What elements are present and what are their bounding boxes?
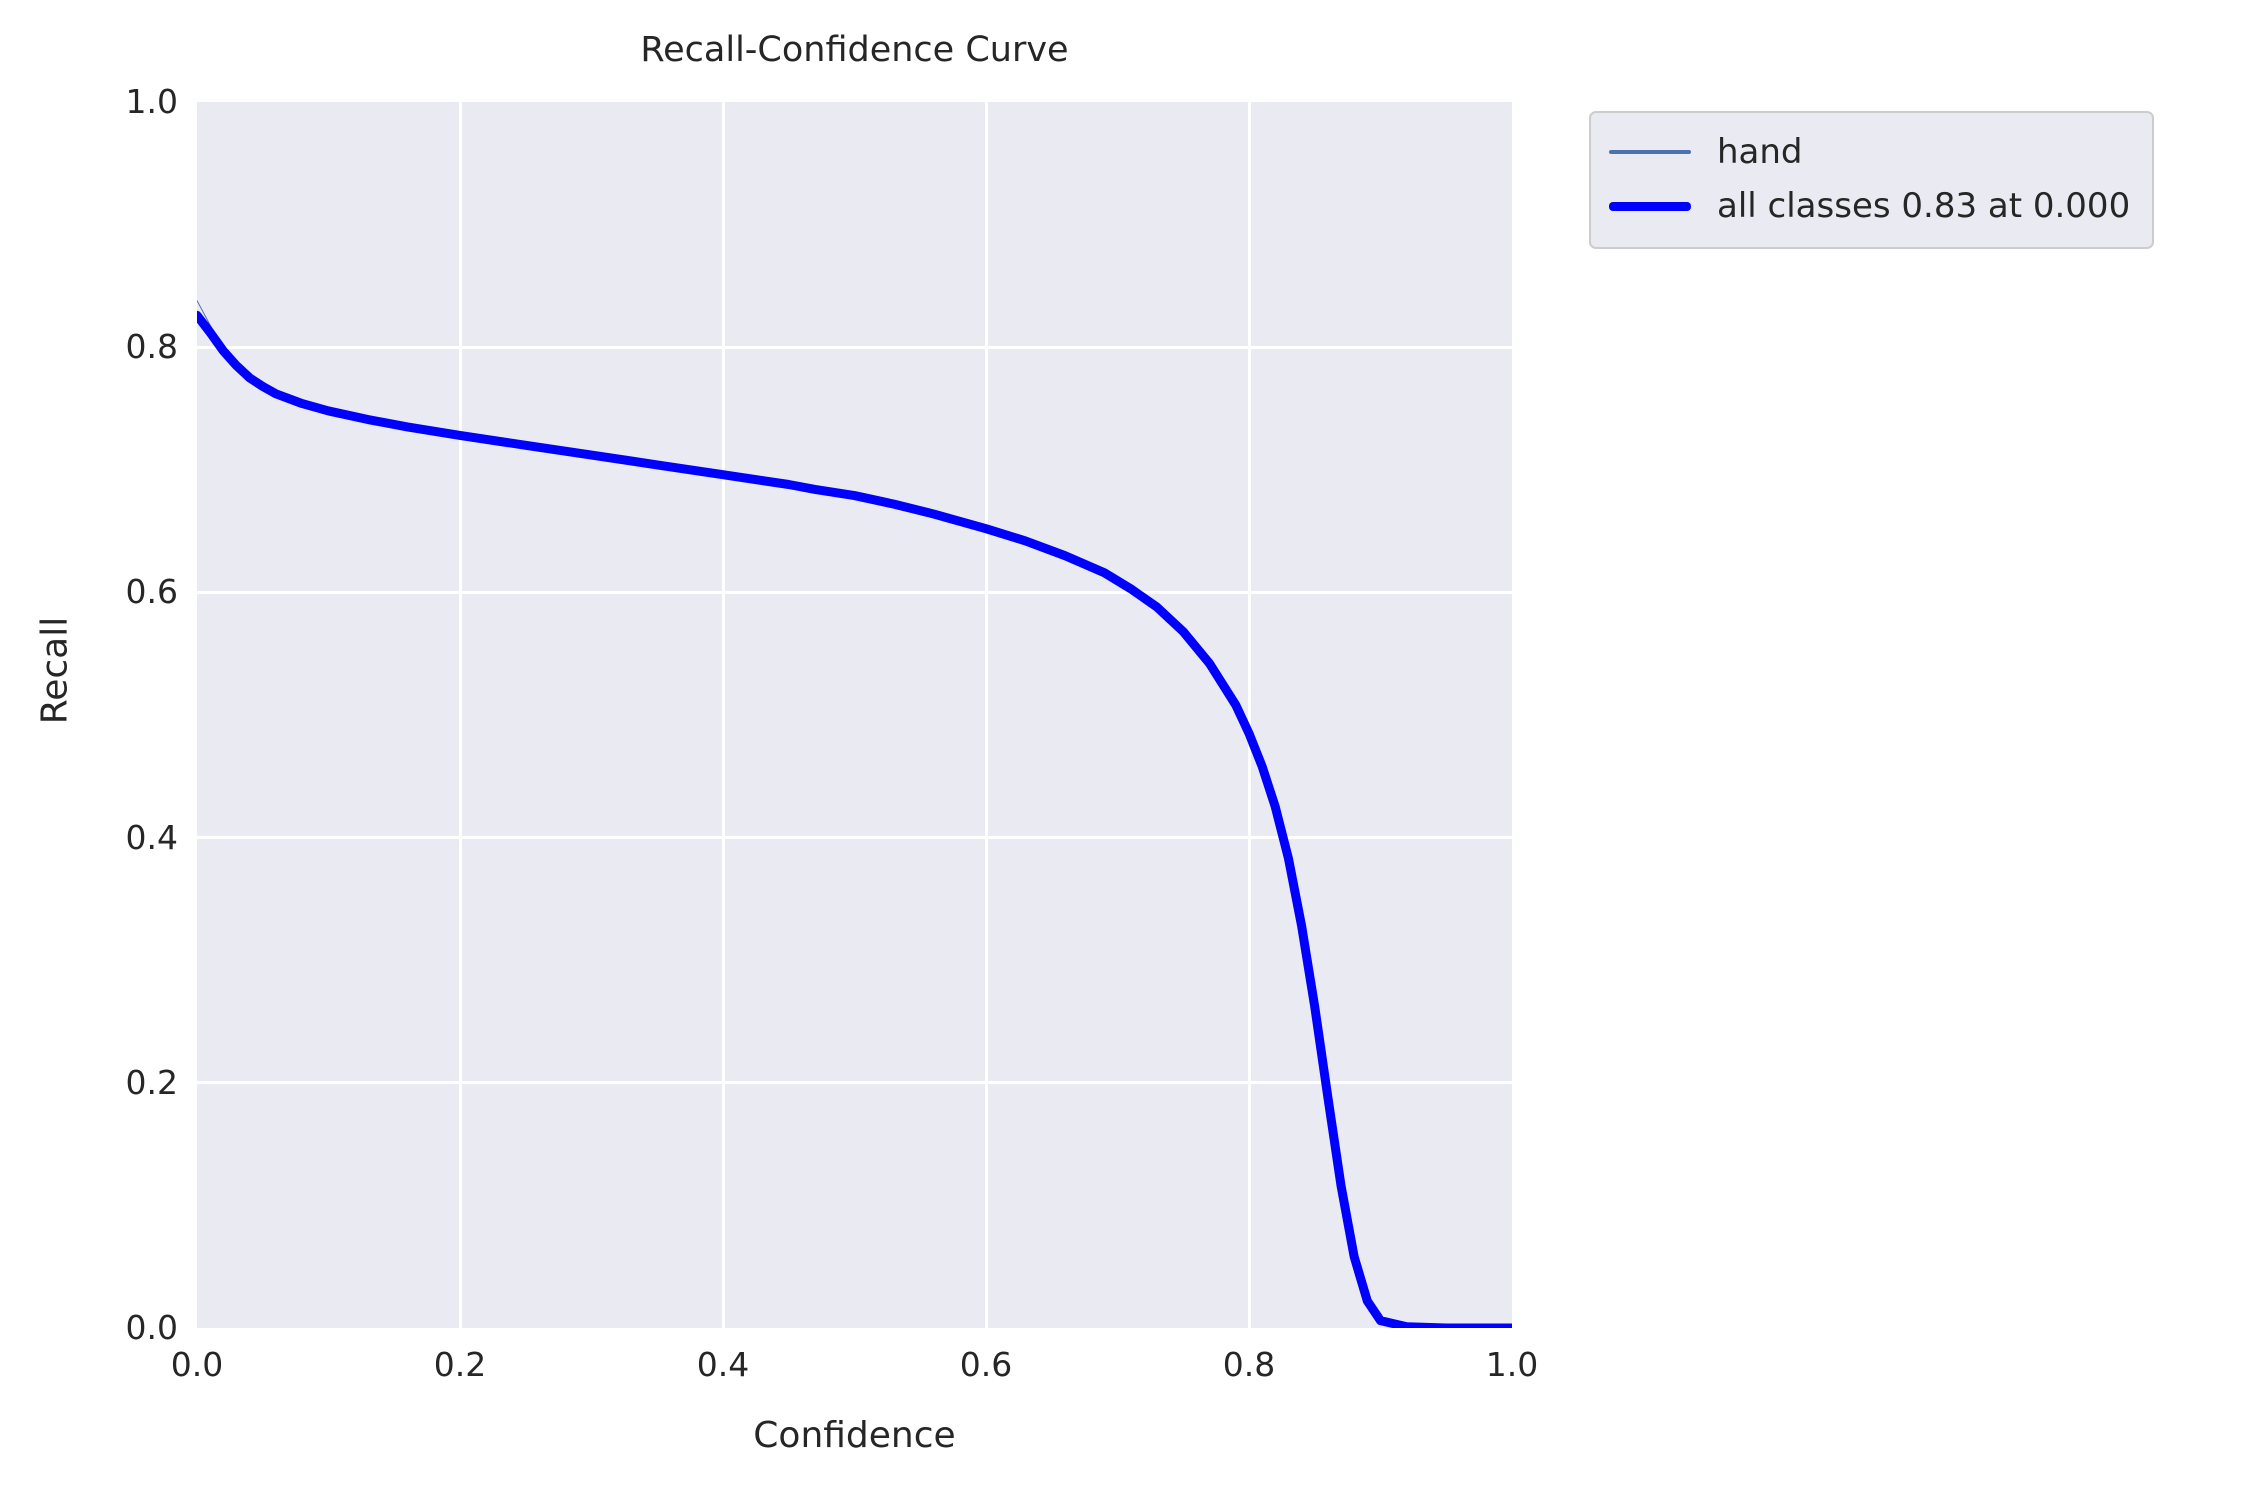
legend-item-all-classes[interactable]: all classes 0.83 at 0.000 bbox=[1609, 179, 2130, 233]
gridline-horizontal bbox=[197, 590, 1512, 594]
page-title: Recall-Confidence Curve bbox=[640, 30, 1069, 70]
legend-label-hand: hand bbox=[1717, 132, 1803, 172]
legend-line-swatch-all-classes bbox=[1609, 191, 1691, 221]
x-axis-ticks: 0.0 0.2 0.4 0.6 0.8 1.0 bbox=[171, 1345, 1538, 1398]
gridline-vertical bbox=[1247, 102, 1251, 1328]
gridline-vertical bbox=[984, 102, 988, 1328]
y-axis-label: Recall bbox=[34, 616, 76, 725]
x-tick-label: 0.2 bbox=[433, 1345, 487, 1384]
y-tick-label: 0.6 bbox=[125, 572, 178, 612]
series-line-all-classes bbox=[197, 310, 1512, 1328]
plot-area bbox=[197, 102, 1512, 1328]
gridline-horizontal bbox=[197, 1081, 1512, 1085]
gridline-horizontal bbox=[197, 836, 1512, 840]
x-axis-label: Confidence bbox=[753, 1415, 956, 1456]
y-axis-ticks: 0.0 0.2 0.4 0.6 0.8 1.0 bbox=[0, 0, 178, 1500]
legend-line-swatch-hand bbox=[1609, 137, 1691, 167]
legend-label-all-classes: all classes 0.83 at 0.000 bbox=[1717, 186, 2131, 226]
x-tick-label: 1.0 bbox=[1485, 1345, 1539, 1384]
gridline-vertical bbox=[721, 102, 725, 1328]
legend[interactable]: hand all classes 0.83 at 0.000 bbox=[1589, 111, 2155, 249]
y-tick-label: 0.0 bbox=[125, 1308, 178, 1347]
x-tick-label: 0.4 bbox=[696, 1345, 750, 1384]
gridline-vertical bbox=[458, 102, 462, 1328]
x-tick-label: 0.8 bbox=[1222, 1345, 1276, 1384]
x-tick-label: 0.6 bbox=[959, 1345, 1013, 1384]
gridline-horizontal bbox=[197, 345, 1512, 349]
y-tick-label: 0.4 bbox=[125, 817, 178, 857]
legend-item-hand[interactable]: hand bbox=[1609, 125, 2130, 179]
y-tick-label: 0.8 bbox=[125, 327, 178, 367]
y-tick-label: 1.0 bbox=[125, 82, 178, 121]
curve-plot bbox=[197, 300, 1512, 1328]
series-line-hand bbox=[197, 300, 1512, 1328]
y-tick-label: 0.2 bbox=[125, 1062, 178, 1102]
x-tick-label: 0.0 bbox=[170, 1345, 224, 1384]
